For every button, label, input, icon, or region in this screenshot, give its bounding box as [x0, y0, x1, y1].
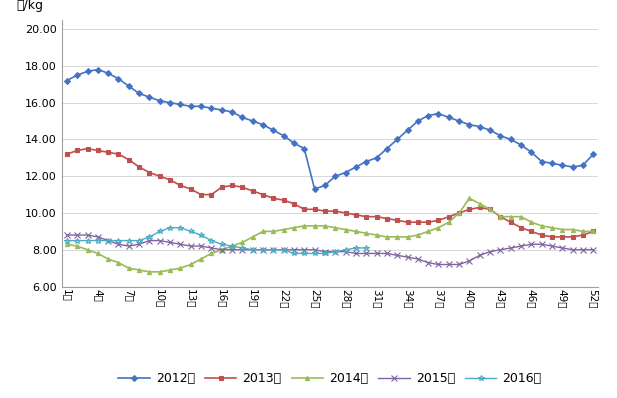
- 2016年: [94, 238, 102, 243]
- 2016年: [280, 248, 288, 252]
- 2015年: [435, 262, 442, 267]
- 2014年: [104, 257, 112, 261]
- 2016年: [197, 233, 205, 238]
- 2016年: [63, 238, 70, 243]
- 2016年: [270, 248, 277, 252]
- 2016年: [104, 238, 112, 243]
- 2015年: [104, 238, 112, 243]
- 2016年: [187, 229, 194, 234]
- 2012年: [424, 113, 432, 118]
- 2015年: [383, 251, 391, 256]
- 2014年: [590, 229, 597, 234]
- 2016年: [115, 238, 122, 243]
- 2013年: [321, 209, 329, 214]
- 2016年: [249, 248, 257, 252]
- 2012年: [331, 174, 339, 179]
- 2016年: [228, 244, 236, 248]
- 2016年: [321, 251, 329, 256]
- 2012年: [404, 128, 411, 133]
- 2014年: [394, 234, 401, 239]
- Y-axis label: 元/kg: 元/kg: [16, 0, 43, 12]
- 2012年: [311, 187, 318, 191]
- 2014年: [63, 242, 70, 247]
- 2014年: [321, 224, 329, 228]
- 2016年: [259, 248, 267, 252]
- 2016年: [146, 234, 153, 239]
- 2015年: [311, 248, 318, 252]
- 2012年: [94, 67, 102, 72]
- Line: 2015年: 2015年: [64, 232, 596, 267]
- 2014年: [414, 233, 421, 238]
- 2013年: [549, 234, 556, 239]
- 2016年: [84, 238, 91, 243]
- 2012年: [590, 152, 597, 156]
- 2013年: [414, 220, 421, 224]
- 2016年: [208, 238, 215, 243]
- 2016年: [300, 251, 308, 256]
- 2016年: [352, 246, 360, 250]
- 2014年: [466, 196, 473, 201]
- Line: 2012年: 2012年: [65, 68, 595, 191]
- 2016年: [176, 225, 184, 230]
- 2013年: [84, 146, 91, 151]
- 2016年: [125, 238, 133, 243]
- 2016年: [167, 225, 174, 230]
- Legend: 2012年, 2013年, 2014年, 2015年, 2016年: 2012年, 2013年, 2014年, 2015年, 2016年: [114, 367, 547, 390]
- 2013年: [259, 192, 267, 197]
- 2016年: [290, 251, 297, 256]
- Line: 2016年: 2016年: [64, 225, 369, 256]
- 2013年: [115, 152, 122, 156]
- 2013年: [352, 213, 360, 217]
- 2014年: [259, 229, 267, 234]
- 2012年: [259, 122, 267, 127]
- 2015年: [404, 255, 411, 259]
- 2012年: [363, 159, 370, 164]
- Line: 2014年: 2014年: [65, 196, 595, 274]
- 2015年: [63, 233, 70, 238]
- 2015年: [249, 248, 257, 252]
- 2013年: [63, 152, 70, 156]
- 2016年: [342, 248, 349, 252]
- 2014年: [146, 269, 153, 274]
- 2016年: [311, 251, 318, 256]
- 2016年: [218, 242, 225, 247]
- 2016年: [156, 229, 164, 234]
- 2016年: [331, 249, 339, 254]
- 2012年: [63, 78, 70, 83]
- 2016年: [363, 246, 370, 250]
- 2016年: [73, 238, 81, 243]
- 2015年: [590, 248, 597, 252]
- 2013年: [394, 218, 401, 223]
- 2015年: [558, 246, 566, 250]
- 2012年: [115, 76, 122, 81]
- 2013年: [590, 229, 597, 234]
- 2014年: [352, 229, 360, 234]
- 2016年: [135, 238, 143, 243]
- 2016年: [239, 246, 246, 250]
- Line: 2013年: 2013年: [65, 146, 595, 239]
